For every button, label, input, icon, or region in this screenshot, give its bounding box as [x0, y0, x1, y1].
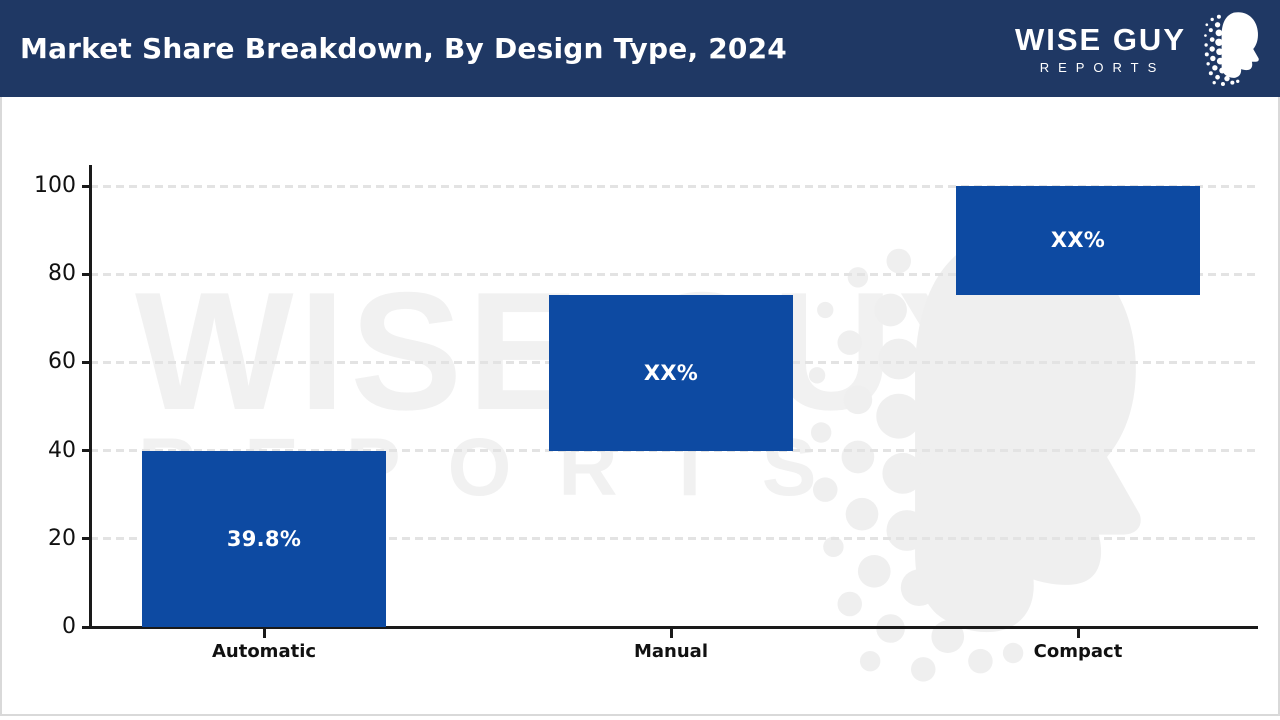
bar-manual: XX%	[549, 294, 793, 452]
y-tick-mark-100	[82, 184, 90, 188]
brand-logo-wiseguy: WISE GUY	[1014, 21, 1186, 57]
bar-compact: XX%	[956, 186, 1200, 295]
y-tick-mark-60	[82, 360, 90, 364]
x-tick-mark-automatic	[262, 629, 266, 638]
y-tick-label-80: 80	[48, 261, 76, 287]
bar-value-label: XX%	[643, 361, 699, 386]
y-tick-mark-80	[82, 272, 90, 276]
brand-logo-text: WISE GUY REPORTS	[1015, 24, 1186, 74]
brand-face-icon	[1204, 11, 1259, 86]
x-tick-label-manual: Manual	[633, 641, 708, 662]
chart-title: Market Share Breakdown, By Design Type, …	[20, 32, 787, 65]
y-tick-label-20: 20	[48, 525, 76, 551]
x-axis-line	[89, 626, 1258, 629]
watermark-face-icon	[808, 233, 1141, 682]
y-tick-mark-0	[82, 625, 90, 629]
y-tick-label-40: 40	[48, 437, 76, 463]
x-tick-mark-manual	[669, 629, 673, 638]
header-bar: Market Share Breakdown, By Design Type, …	[0, 0, 1280, 97]
brand-logo: WISE GUY REPORTS	[1015, 8, 1266, 90]
bar-automatic: 39.8%	[142, 451, 386, 627]
gridline-20	[90, 537, 1258, 541]
y-tick-label-0: 0	[62, 614, 76, 639]
y-tick-label-60: 60	[48, 349, 76, 375]
y-axis-line	[89, 165, 92, 629]
y-tick-label-100: 100	[34, 173, 76, 198]
bar-value-label: XX%	[1050, 228, 1106, 253]
brand-logo-reports: REPORTS	[1039, 59, 1166, 75]
y-tick-mark-40	[82, 449, 90, 453]
x-tick-label-automatic: Automatic	[211, 641, 317, 662]
gridline-100	[90, 184, 1258, 188]
gridline-80	[90, 272, 1258, 276]
y-tick-mark-20	[82, 537, 90, 541]
bar-value-label: 39.8%	[226, 527, 302, 552]
x-tick-label-compact: Compact	[1033, 641, 1123, 662]
x-tick-mark-compact	[1076, 629, 1080, 638]
